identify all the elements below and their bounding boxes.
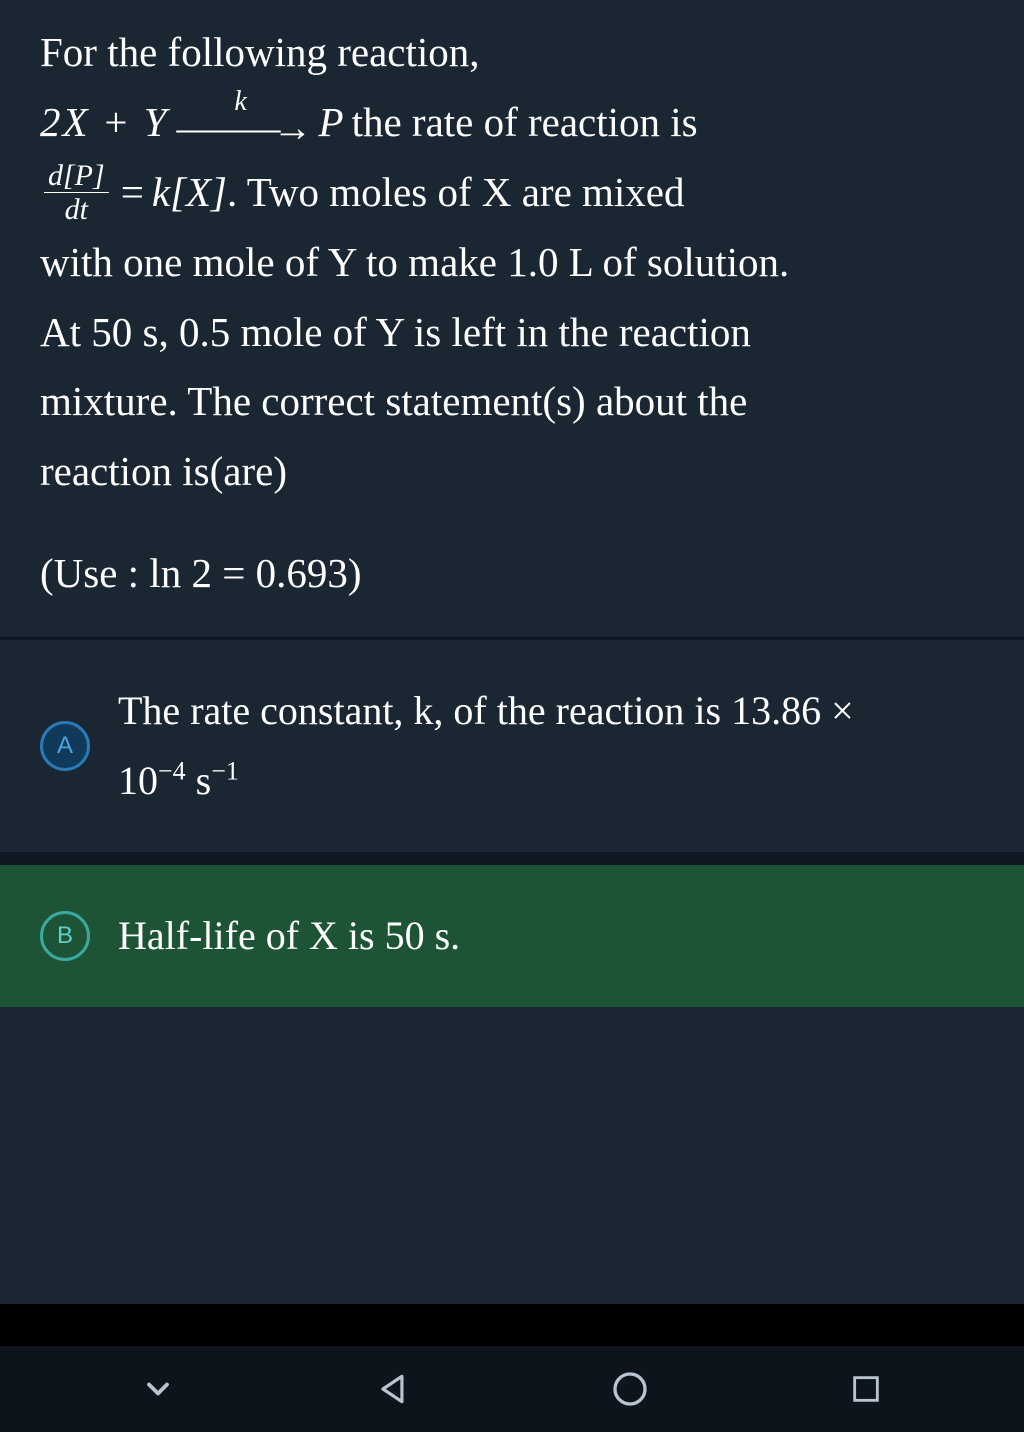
arrow-icon: ―――→ xyxy=(177,108,305,148)
ten-base: 10 xyxy=(118,758,158,803)
option-a-line2: 10−4 s−1 xyxy=(118,758,239,803)
frac-den: dt xyxy=(61,193,92,226)
reaction-equation: 2X + Y k ―――→ P the rate of reaction is xyxy=(40,90,984,156)
option-badge-a: A xyxy=(40,721,90,771)
bottom-black-bar xyxy=(0,1304,1024,1344)
rate-tail: . Two moles of X are mixed xyxy=(227,160,685,226)
question-block: For the following reaction, 2X + Y k ―――… xyxy=(0,0,1024,519)
reaction-rhs: P xyxy=(319,90,344,156)
equals: = xyxy=(121,160,144,226)
exp-4: −4 xyxy=(158,756,186,785)
chevron-down-icon[interactable] xyxy=(128,1359,188,1419)
rate-law-line: d[P] dt = k[X] . Two moles of X are mixe… xyxy=(40,159,984,226)
home-circle-icon[interactable] xyxy=(600,1359,660,1419)
option-b[interactable]: B Half-life of X is 50 s. xyxy=(0,862,1024,1007)
option-divider xyxy=(0,852,1024,862)
back-triangle-icon[interactable] xyxy=(364,1359,424,1419)
reaction-lhs: 2X + Y xyxy=(40,90,169,156)
android-navbar xyxy=(0,1344,1024,1432)
option-a[interactable]: A The rate constant, k, of the reaction … xyxy=(0,637,1024,852)
unit-s: s xyxy=(186,758,212,803)
recent-square-icon[interactable] xyxy=(836,1359,896,1419)
frac-num: d[P] xyxy=(44,159,109,193)
question-line5: mixture. The correct statement(s) about … xyxy=(40,369,984,435)
hint-text: (Use : ln 2 = 0.693) xyxy=(0,519,1024,637)
exp-1: −1 xyxy=(211,756,239,785)
option-a-line1: The rate constant, k, of the reaction is… xyxy=(118,688,854,733)
option-b-text: Half-life of X is 50 s. xyxy=(118,901,460,971)
rate-fraction: d[P] dt xyxy=(44,159,109,226)
question-line4: At 50 s, 0.5 mole of Y is left in the re… xyxy=(40,300,984,366)
options-list: A The rate constant, k, of the reaction … xyxy=(0,637,1024,1007)
rate-rhs: k[X] xyxy=(152,160,227,226)
option-a-text: The rate constant, k, of the reaction is… xyxy=(118,676,854,816)
question-line3: with one mole of Y to make 1.0 L of solu… xyxy=(40,230,984,296)
question-intro: For the following reaction, xyxy=(40,20,984,86)
reaction-arrow: k ―――→ xyxy=(177,88,305,148)
reaction-tail: the rate of reaction is xyxy=(352,90,698,156)
question-line6: reaction is(are) xyxy=(40,439,984,505)
option-badge-b: B xyxy=(40,911,90,961)
